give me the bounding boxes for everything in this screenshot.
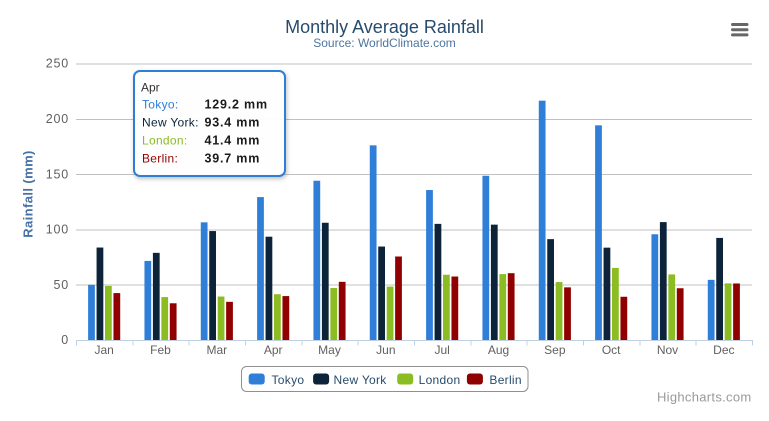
svg-text:Apr: Apr: [264, 343, 283, 357]
svg-text:50: 50: [53, 278, 69, 292]
svg-text:Tokyo: Tokyo: [272, 373, 305, 387]
svg-text:41.4 mm: 41.4 mm: [205, 134, 261, 148]
svg-text:Mar: Mar: [206, 343, 227, 357]
svg-text:Berlin:: Berlin:: [142, 152, 178, 166]
svg-text:Highcharts.com: Highcharts.com: [657, 390, 752, 405]
svg-text:London: London: [419, 373, 461, 387]
svg-text:New York: New York: [334, 373, 388, 387]
svg-text:250: 250: [46, 57, 69, 71]
svg-text:New York:: New York:: [142, 116, 199, 130]
svg-text:Aug: Aug: [488, 343, 509, 357]
svg-text:129.2 mm: 129.2 mm: [205, 98, 268, 112]
svg-text:100: 100: [46, 223, 69, 237]
svg-text:Apr: Apr: [141, 81, 160, 95]
svg-text:Feb: Feb: [150, 343, 171, 357]
svg-text:Nov: Nov: [657, 343, 678, 357]
svg-text:Jan: Jan: [94, 343, 113, 357]
svg-text:Jul: Jul: [434, 343, 449, 357]
svg-text:Jun: Jun: [376, 343, 395, 357]
svg-text:Dec: Dec: [713, 343, 734, 357]
svg-text:Sep: Sep: [544, 343, 566, 357]
svg-text:0: 0: [61, 333, 69, 347]
svg-text:Oct: Oct: [602, 343, 621, 357]
svg-text:200: 200: [46, 112, 69, 126]
svg-text:Tokyo:: Tokyo:: [142, 98, 178, 112]
svg-text:Source: WorldClimate.com: Source: WorldClimate.com: [313, 36, 456, 50]
svg-text:May: May: [318, 343, 341, 357]
svg-text:150: 150: [46, 167, 69, 181]
svg-text:Monthly Average Rainfall: Monthly Average Rainfall: [285, 17, 484, 37]
svg-text:Berlin: Berlin: [489, 373, 521, 387]
svg-text:39.7 mm: 39.7 mm: [205, 152, 261, 166]
svg-text:93.4 mm: 93.4 mm: [205, 116, 261, 130]
svg-text:London:: London:: [142, 134, 187, 148]
svg-text:Rainfall (mm): Rainfall (mm): [21, 150, 36, 238]
